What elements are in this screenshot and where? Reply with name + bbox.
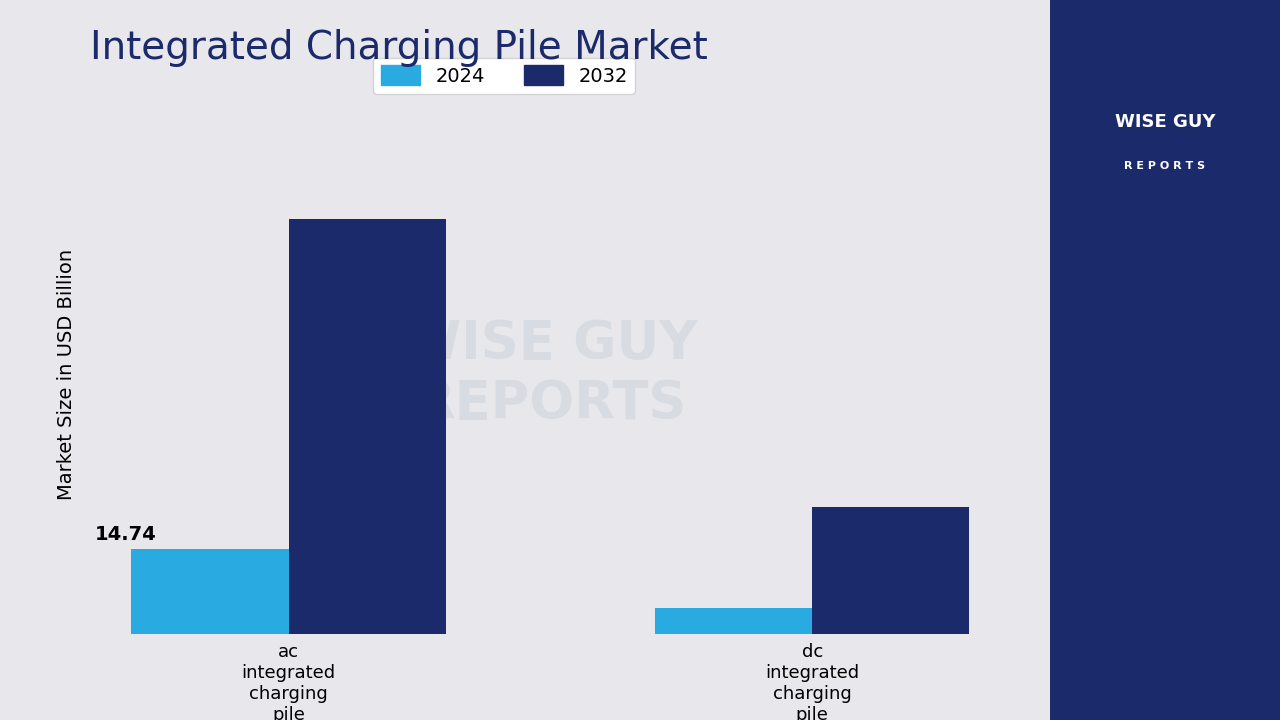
Bar: [813, 507, 969, 634]
Text: Integrated Charging Pile Market: Integrated Charging Pile Market: [90, 29, 708, 67]
Legend: 2024, 2032: 2024, 2032: [374, 58, 635, 94]
Bar: [288, 219, 445, 634]
Text: WISE GUY: WISE GUY: [1115, 113, 1215, 131]
Bar: [655, 608, 813, 634]
Bar: [132, 549, 288, 634]
Y-axis label: Market Size in USD Billion: Market Size in USD Billion: [56, 249, 76, 500]
Text: R E P O R T S: R E P O R T S: [1124, 161, 1206, 171]
Text: 14.74: 14.74: [95, 525, 156, 544]
Text: WISE GUY
REPORTS: WISE GUY REPORTS: [403, 318, 698, 431]
